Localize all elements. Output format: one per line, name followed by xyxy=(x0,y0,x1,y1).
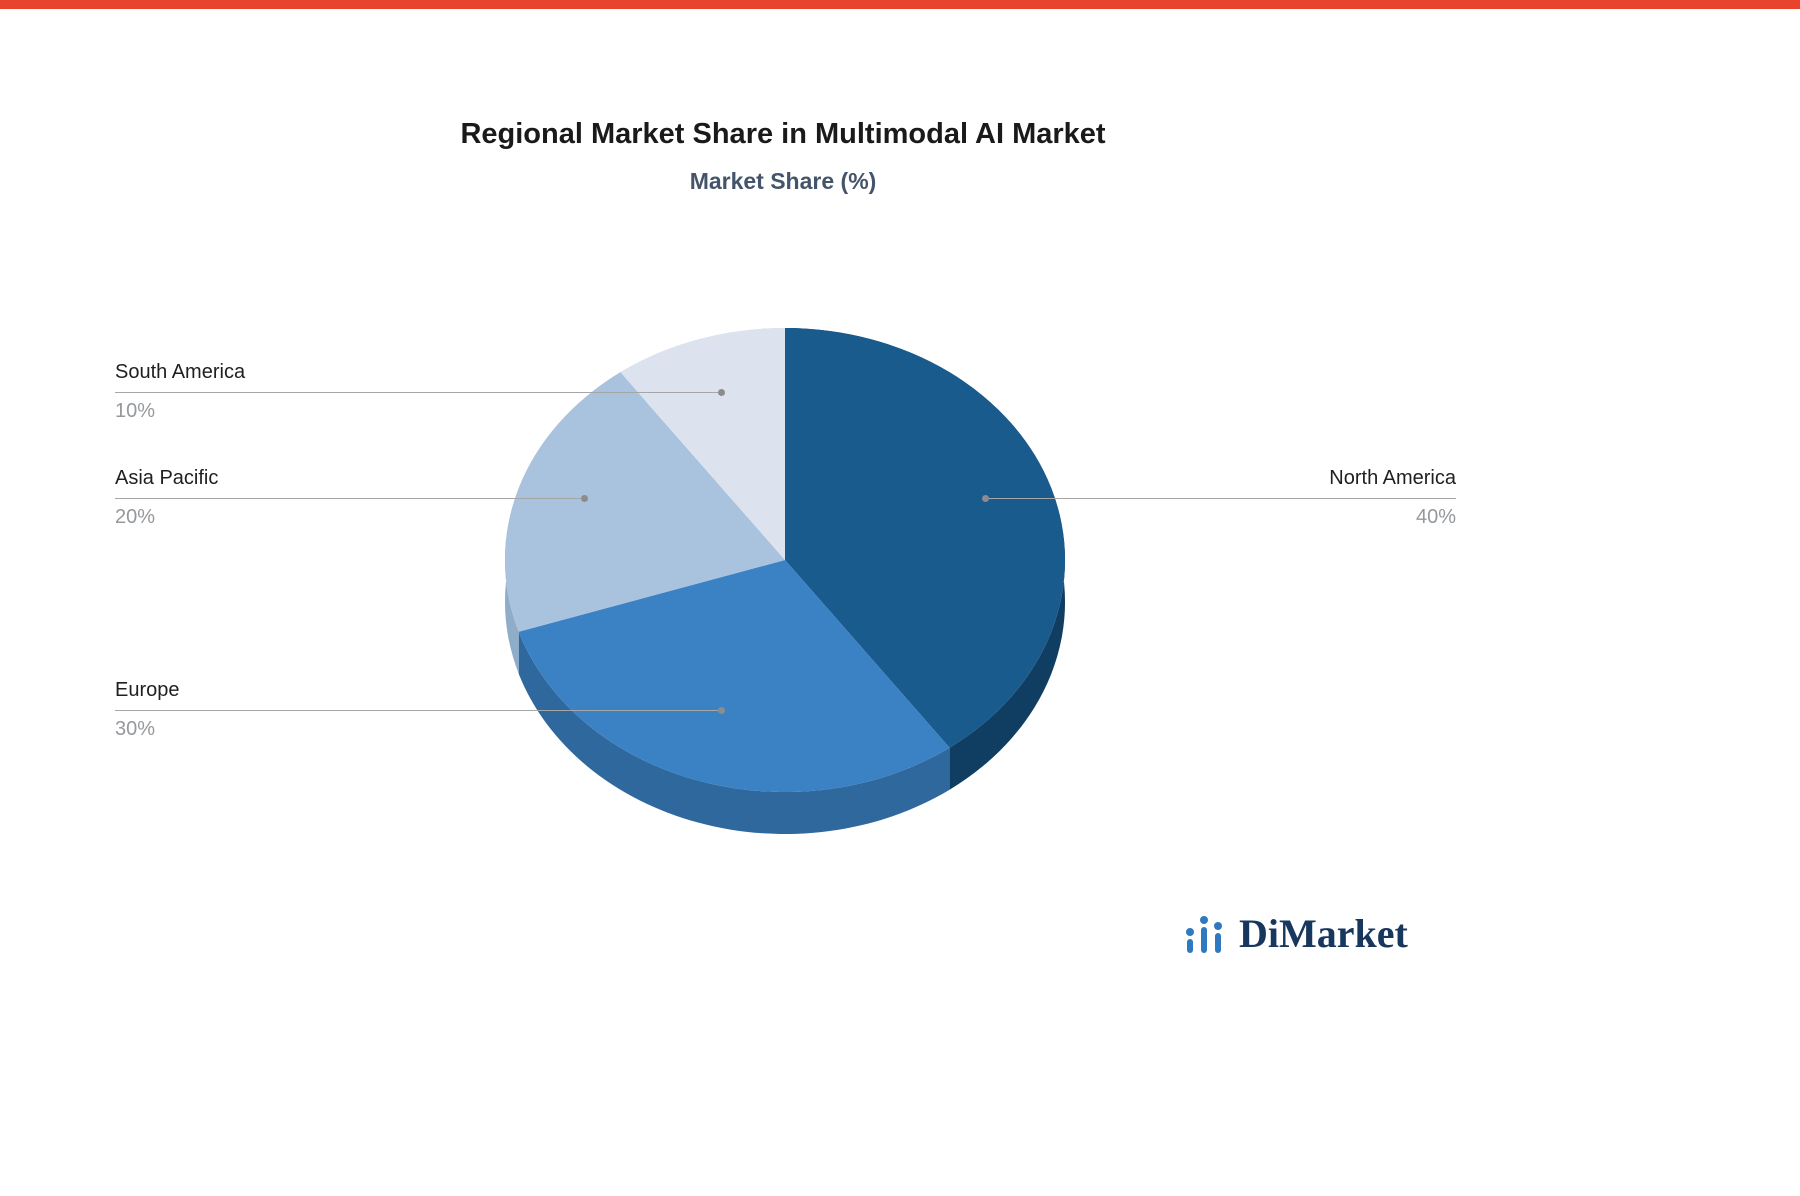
slice-percent: 20% xyxy=(115,506,156,528)
slice-percent: 30% xyxy=(115,718,156,740)
slice-label: Europe xyxy=(115,679,180,701)
slice-label: South America xyxy=(115,361,246,383)
callout-europe: Europe 30% xyxy=(115,678,725,741)
pie-slice-side-europe xyxy=(518,631,950,835)
logo-text: DiMarket xyxy=(1239,911,1408,956)
slice-label: North America xyxy=(1329,467,1456,489)
leader-dot xyxy=(718,707,725,714)
slice-percent: 40% xyxy=(1415,506,1456,528)
callout-north-america: North America 40% xyxy=(982,466,1456,529)
leader-dot xyxy=(581,495,588,502)
top-accent-bar xyxy=(0,0,1800,9)
leader-line xyxy=(115,707,725,714)
pie-slice-asia-pacific[interactable] xyxy=(504,372,785,632)
chart-subtitle: Market Share (%) xyxy=(689,168,877,194)
slice-percent: 10% xyxy=(115,400,156,422)
leader-line xyxy=(115,389,725,396)
leader-line xyxy=(115,495,588,502)
bar-chart-logo-icon xyxy=(1186,916,1222,953)
pie-slice-europe[interactable] xyxy=(518,560,950,793)
chart-title: Regional Market Share in Multimodal AI M… xyxy=(460,118,1106,150)
callout-south-america: South America 10% xyxy=(115,360,725,423)
pie-slice-north-america[interactable] xyxy=(785,328,1066,748)
leader-dot xyxy=(718,389,725,396)
slice-label: Asia Pacific xyxy=(115,467,219,489)
dimarket-logo: DiMarket xyxy=(1183,906,1408,962)
leader-line xyxy=(982,495,1456,502)
pie-slice-south-america[interactable] xyxy=(620,328,785,560)
callout-asia-pacific: Asia Pacific 20% xyxy=(115,466,588,529)
leader-dot xyxy=(982,495,989,502)
